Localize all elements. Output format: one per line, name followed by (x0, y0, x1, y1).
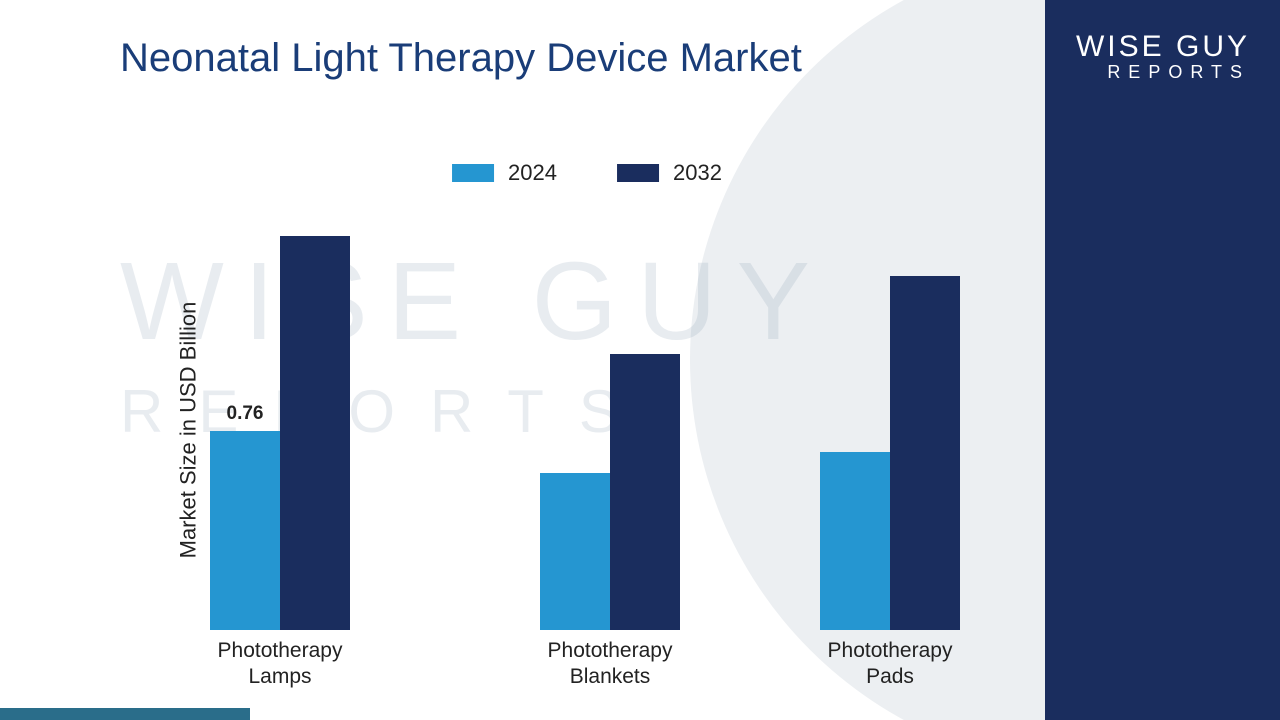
brand-line1: WISE GUY (1076, 30, 1250, 64)
brand-line2: REPORTS (1076, 62, 1250, 83)
bar-value-label: 0.76 (227, 403, 264, 425)
x-category-label: PhototherapyLamps (218, 638, 343, 691)
legend-item-2024: 2024 (452, 160, 557, 186)
legend-label-2032: 2032 (673, 160, 722, 186)
plot-region: 0.76PhototherapyLamps PhototherapyBlanket… (140, 210, 1060, 630)
bar-2024 (540, 473, 610, 631)
bar-group: PhototherapyPads (820, 276, 960, 630)
x-category-label: PhototherapyBlankets (548, 638, 673, 691)
legend-swatch-2032 (617, 164, 659, 182)
bar-2024 (820, 452, 890, 631)
side-panel (1045, 0, 1280, 720)
bar-2032 (610, 354, 680, 630)
bar-group: PhototherapyBlankets (540, 354, 680, 630)
x-category-label: PhototherapyPads (828, 638, 953, 691)
legend-item-2032: 2032 (617, 160, 722, 186)
bar-2024: 0.76 (210, 431, 280, 631)
brand-logo: WISE GUY REPORTS (1076, 30, 1250, 83)
bar-group: 0.76PhototherapyLamps (210, 236, 350, 630)
chart-title: Neonatal Light Therapy Device Market (120, 34, 802, 82)
legend: 2024 2032 (452, 160, 722, 186)
legend-swatch-2024 (452, 164, 494, 182)
bar-2032 (890, 276, 960, 630)
legend-label-2024: 2024 (508, 160, 557, 186)
bottom-accent-bar (0, 708, 250, 720)
chart-area: Market Size in USD Billion 2024 2032 0.7… (60, 160, 1060, 700)
bar-2032 (280, 236, 350, 630)
